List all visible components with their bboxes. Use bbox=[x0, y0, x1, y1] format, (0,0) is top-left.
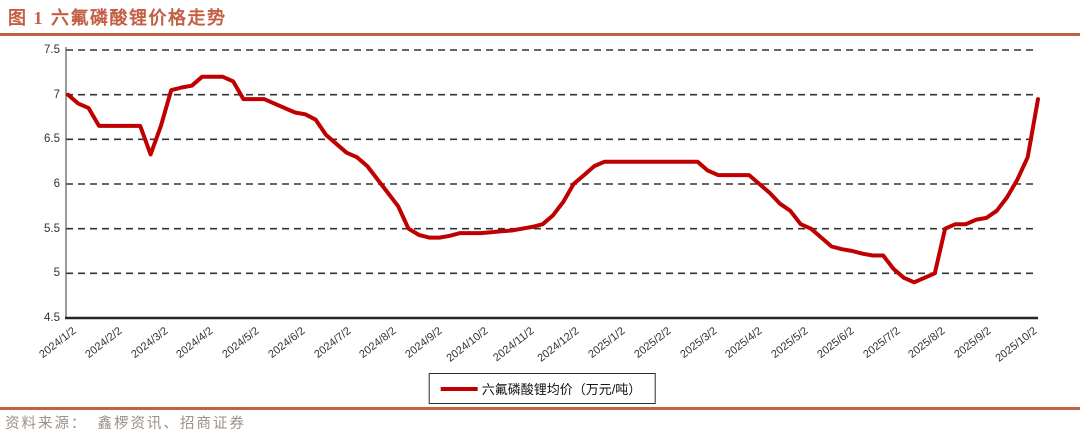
legend-label: 六氟磷酸锂均价（万元/吨） bbox=[481, 382, 642, 397]
source-note: 资料来源： 鑫椤资讯、招商证券 bbox=[5, 412, 246, 433]
y-axis-label: 5 bbox=[53, 267, 60, 280]
y-axis-label: 7 bbox=[53, 88, 60, 101]
figure-number: 图 1 bbox=[8, 8, 44, 28]
source-text: 鑫椤资讯、招商证券 bbox=[97, 416, 246, 432]
source-label: 资料来源： bbox=[5, 416, 88, 432]
footer-divider bbox=[0, 407, 1080, 410]
figure-title-text: 六氟磷酸锂价格走势 bbox=[51, 8, 227, 28]
y-axis-label: 6.5 bbox=[44, 133, 60, 146]
y-axis-label: 7.5 bbox=[44, 44, 60, 56]
title-divider bbox=[0, 33, 1080, 36]
y-axis-label: 4.5 bbox=[44, 312, 60, 324]
figure-title: 图 1 六氟磷酸锂价格走势 bbox=[8, 4, 227, 30]
legend-line-swatch bbox=[440, 386, 478, 391]
y-axis-label: 6 bbox=[53, 178, 60, 190]
y-axis-label: 5.5 bbox=[44, 222, 60, 235]
chart-legend: 六氟磷酸锂均价（万元/吨） bbox=[428, 373, 656, 404]
